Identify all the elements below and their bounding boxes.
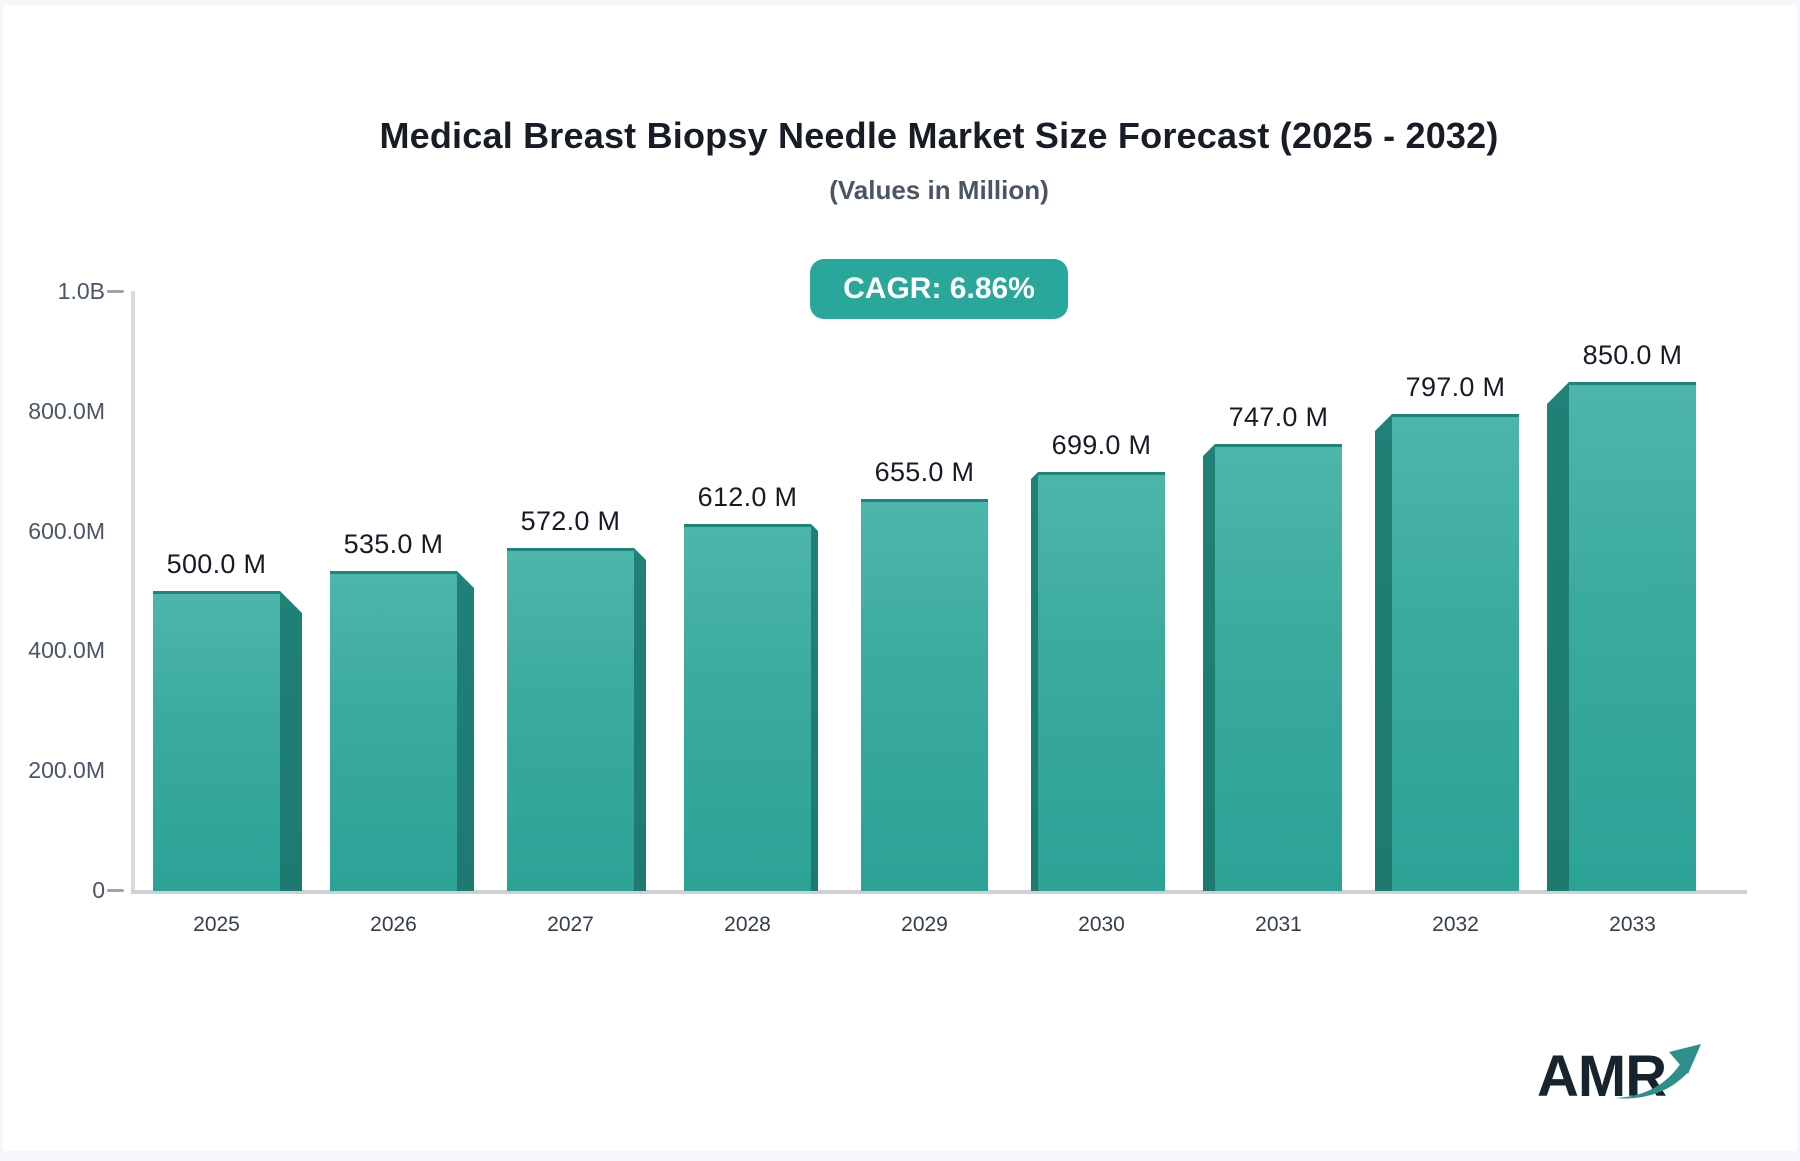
bar-side-2028 [811,524,818,891]
bar-side-2026 [457,571,474,891]
chart-card: Medical Breast Biopsy Needle Market Size… [3,5,1797,1151]
bar-2028 [684,524,811,891]
x-axis-tick-label: 2029 [860,913,990,937]
y-axis-tick-label: 400.0M [13,635,105,665]
bar-2025 [153,591,280,891]
x-axis-tick-label: 2030 [1037,913,1167,937]
bar-side-2025 [280,591,302,891]
bar-side-2027 [634,548,646,891]
x-axis-tick-label: 2028 [683,913,813,937]
amr-logo: AMR [1537,1037,1717,1117]
y-axis-tick-label: 200.0M [13,755,105,785]
x-axis-tick-label: 2026 [329,913,459,937]
growth-arrow-icon [1613,1039,1709,1105]
bar-2027 [507,548,634,891]
bar-side-2032 [1375,414,1392,891]
x-axis-tick-label: 2027 [506,913,636,937]
bar-value-label: 850.0 M [1523,340,1743,371]
bar-2033 [1569,382,1696,891]
bar-2026 [330,571,457,891]
x-axis-tick-label: 2025 [152,913,282,937]
x-axis-tick-label: 2031 [1214,913,1344,937]
y-axis-tick-mark [107,889,124,892]
bar-2029 [861,499,988,891]
bar-side-2033 [1547,382,1569,891]
bar-side-2030 [1031,472,1038,891]
bar-value-label: 797.0 M [1346,372,1566,403]
bar-value-label: 699.0 M [992,430,1212,461]
y-axis-tick-label: 800.0M [13,396,105,426]
bar-value-label: 655.0 M [815,457,1035,488]
y-axis-tick-label: 0 [13,875,105,905]
y-axis-tick-label: 1.0B [13,276,105,306]
x-axis-tick-label: 2032 [1391,913,1521,937]
y-axis-tick-mark [107,290,124,293]
y-axis-tick-label: 600.0M [13,516,105,546]
x-axis-tick-label: 2033 [1568,913,1698,937]
bar-2030 [1038,472,1165,891]
bar-2031 [1215,444,1342,891]
bar-2032 [1392,414,1519,891]
y-axis-line [131,291,135,892]
bar-value-label: 747.0 M [1169,402,1389,433]
bar-side-2031 [1203,444,1215,891]
